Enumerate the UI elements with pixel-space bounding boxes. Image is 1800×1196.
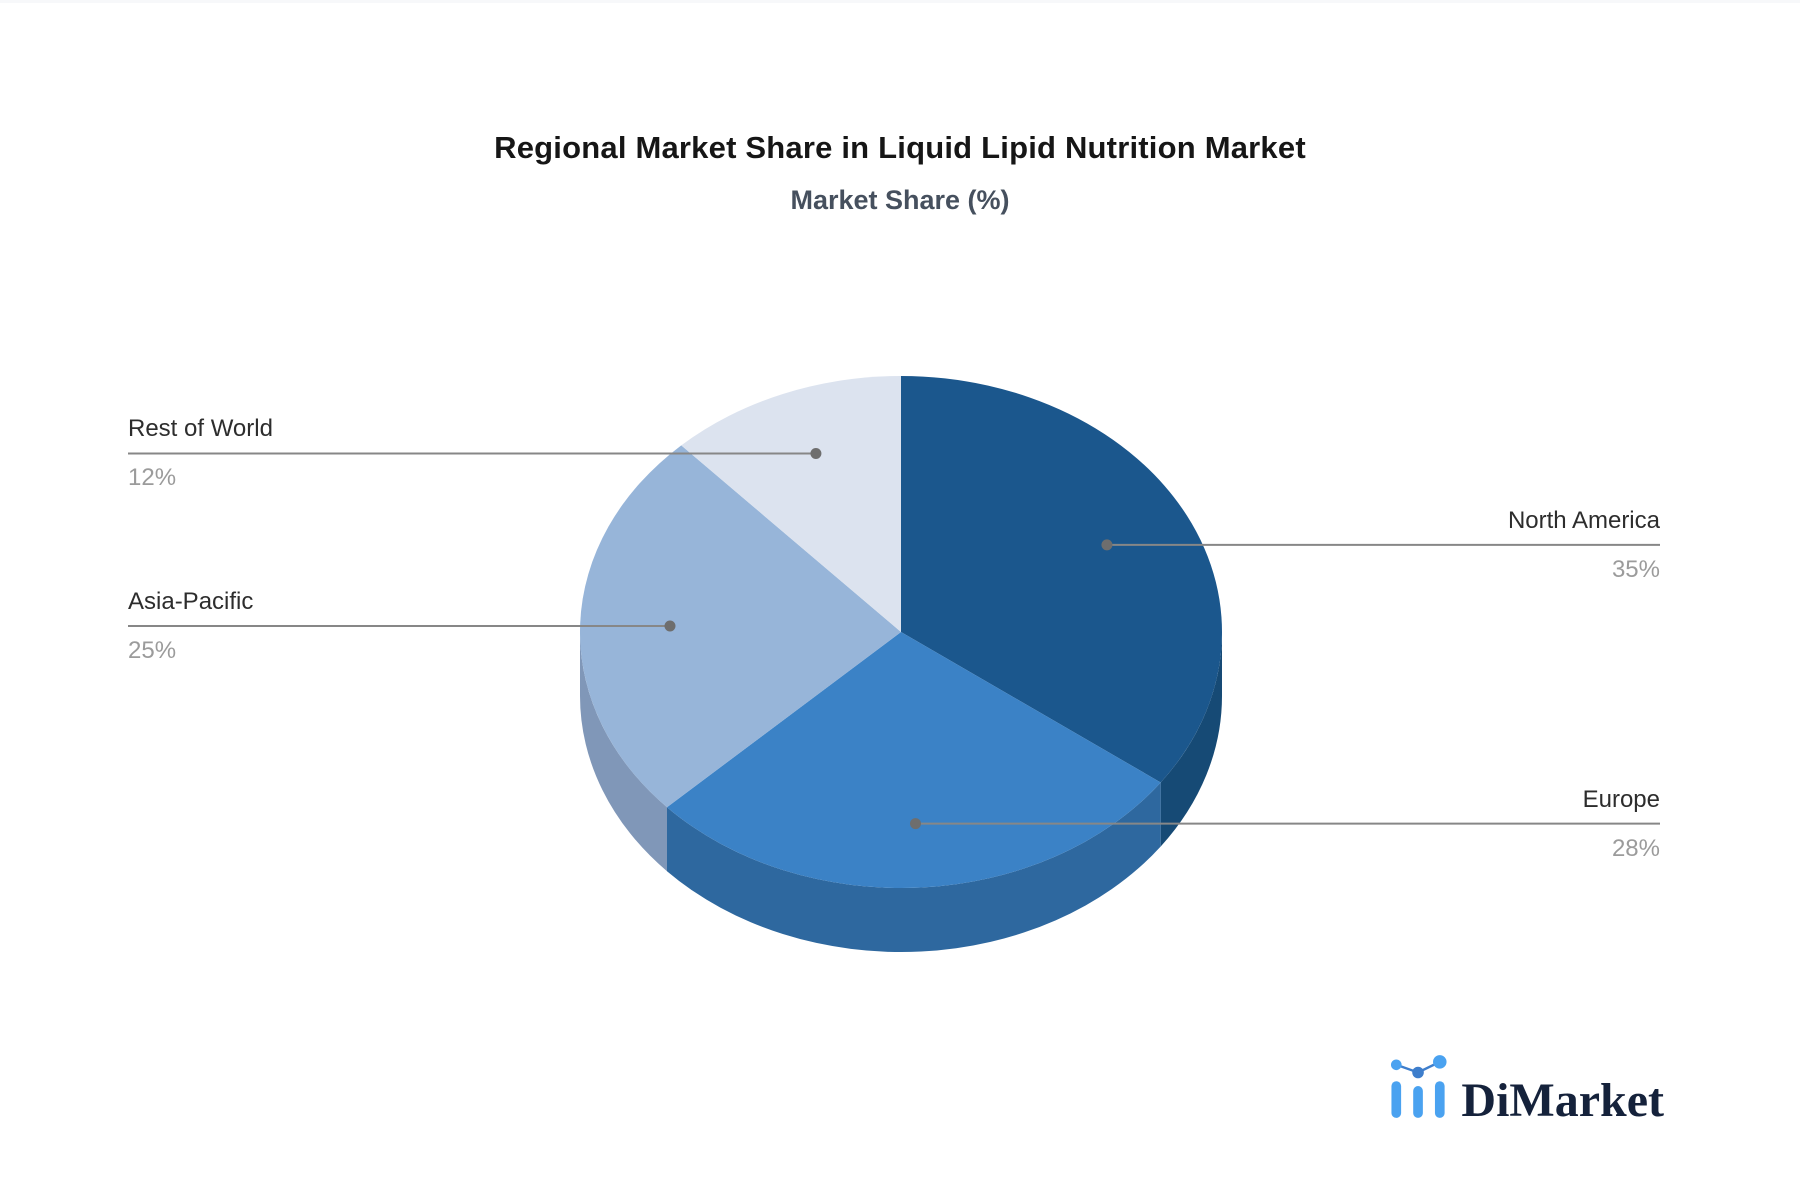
leader-dot-asia-pacific [664, 620, 676, 632]
slice-label-europe: Europe 28% [1583, 786, 1660, 863]
slice-name: Rest of World [128, 415, 273, 443]
slice-percentage: 12% [128, 464, 177, 492]
slice-name: Asia-Pacific [128, 587, 254, 615]
chart-subtitle: Market Share (%) [790, 185, 1010, 215]
top-border [0, 0, 1800, 3]
pie-side-north-america [1160, 632, 1222, 847]
pie-side-europe [667, 782, 1161, 952]
leader-dot-rest-of-world [810, 447, 822, 459]
bar-line-chart-icon [1391, 1055, 1447, 1118]
pie-slice-rest-of-world[interactable] [681, 376, 901, 632]
pie-side-asia-pacific [580, 632, 668, 872]
slice-percentage: 28% [1611, 834, 1660, 862]
slice-name: North America [1507, 506, 1660, 534]
leader-lines [128, 447, 1660, 830]
slice-label-north-america: North America 35% [1508, 507, 1660, 584]
pie-slice-asia-pacific[interactable] [580, 445, 901, 808]
slice-percentage: 35% [1611, 555, 1660, 583]
chart-title: Regional Market Share in Liquid Lipid Nu… [494, 130, 1306, 165]
slice-percentage: 25% [128, 636, 177, 664]
pie-depth-sides [580, 632, 1222, 952]
pie-slice-north-america[interactable] [901, 376, 1222, 783]
brand-logo: DiMarket [1390, 1054, 1664, 1127]
slice-label-asia-pacific: Asia-Pacific 25% [128, 588, 253, 665]
leader-dot-europe [910, 818, 922, 830]
slice-label-rest-of-world: Rest of World 12% [128, 415, 273, 492]
leader-dot-north-america [1101, 539, 1113, 551]
brand-logo-text: DiMarket [1461, 1073, 1664, 1127]
slice-name: Europe [1582, 785, 1660, 813]
